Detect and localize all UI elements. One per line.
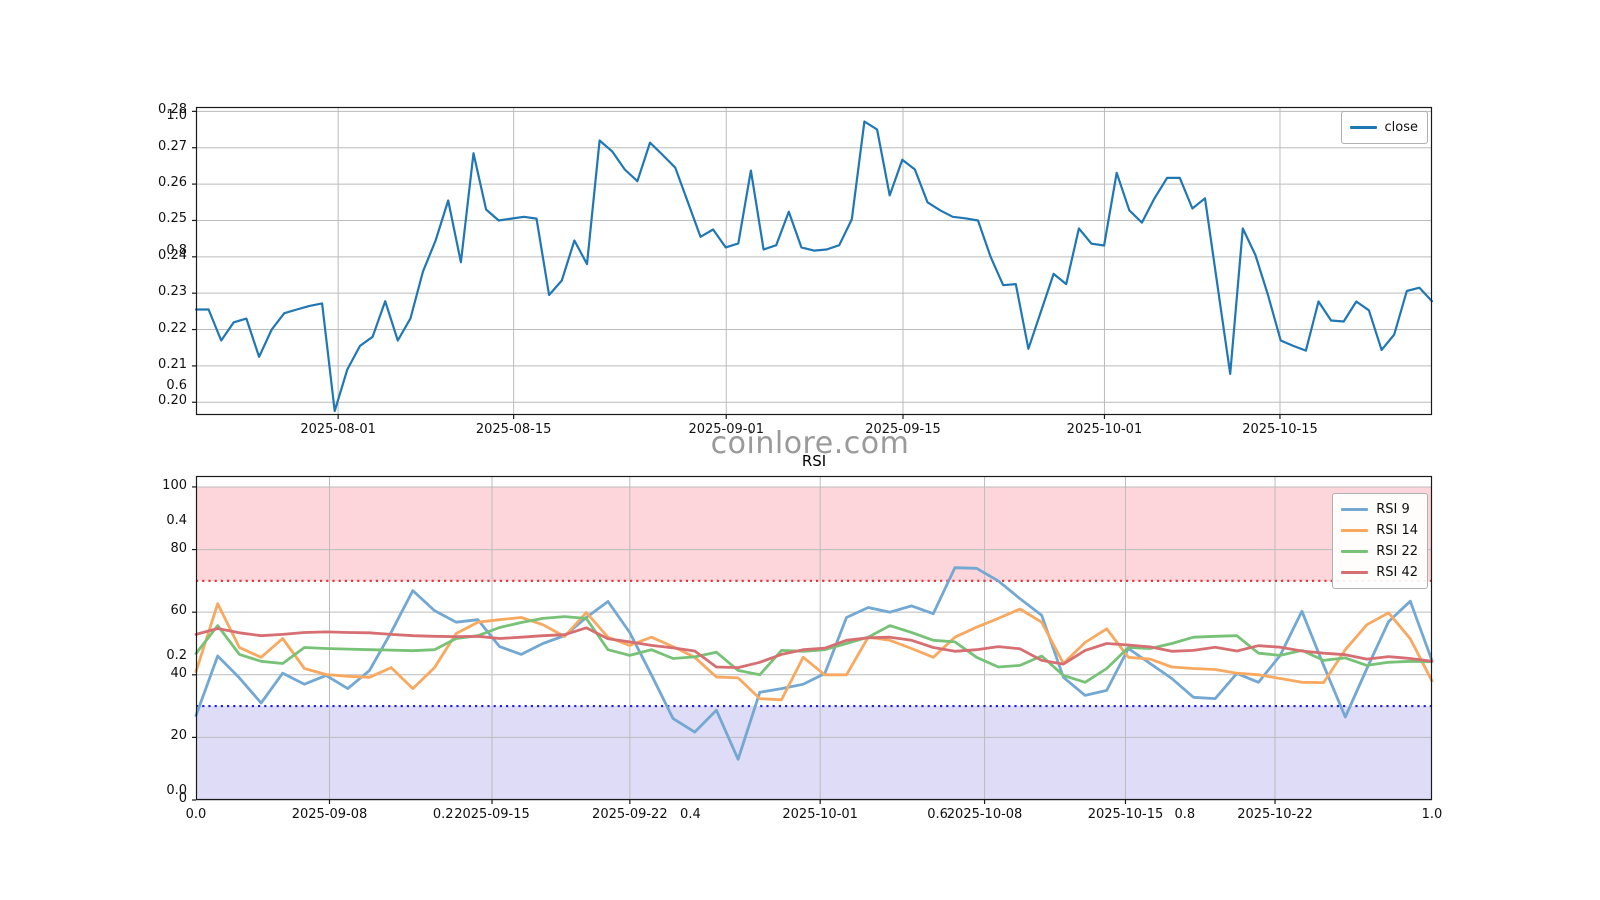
price-legend: close	[1340, 111, 1428, 144]
legend-label: close	[1384, 120, 1418, 135]
x-tick-label: 2025-08-15	[475, 422, 552, 437]
overlay-x-tick-label: 0.4	[680, 807, 701, 822]
x-tick-label: 2025-08-01	[300, 422, 376, 437]
y-tick-label: 40	[170, 665, 187, 681]
overlay-y-tick-label: 0.6	[166, 378, 187, 393]
x-tick-label: 2025-09-15	[454, 807, 530, 822]
x-tick-label: 2025-10-15	[1087, 807, 1164, 822]
band-overbought	[196, 486, 1432, 581]
rsi-14-line	[194, 602, 1434, 702]
axes-spine	[195, 475, 1433, 801]
legend-item-rsi-9: RSI 9	[1341, 499, 1418, 520]
overlay-y-tick-label: 0.4	[166, 513, 187, 528]
y-tick-label: 20	[170, 728, 187, 744]
rsi-42-line	[194, 626, 1434, 670]
y-tick-label: 100	[162, 477, 187, 493]
legend-item-rsi-22: RSI 22	[1341, 541, 1418, 562]
x-tick-label: 2025-10-15	[1242, 422, 1318, 437]
overlay-y-tick-label: 0.0	[166, 783, 187, 798]
rsi-9-line	[194, 566, 1434, 761]
y-tick-label: 0.24	[158, 247, 187, 263]
watermark: coinlore.com	[710, 426, 910, 461]
y-tick-label: 0.26	[158, 175, 187, 191]
overlay-y-tick-label: 0.2	[166, 648, 187, 663]
legend-label: RSI 9	[1376, 502, 1410, 517]
price-chart: close	[192, 106, 1434, 419]
legend-label: RSI 22	[1376, 544, 1418, 559]
overlay-x-tick-label: 1.0	[1421, 807, 1443, 822]
legend-label: RSI 14	[1376, 523, 1418, 538]
y-tick-label: 0.28	[158, 102, 187, 118]
y-tick-label: 0.22	[158, 320, 187, 336]
legend-item-rsi-42: RSI 42	[1341, 562, 1418, 583]
overlay-y-tick-label: 1.0	[166, 108, 187, 123]
rsi-legend: RSI 9 RSI 14 RSI 22 RSI 42	[1332, 493, 1428, 589]
x-tick-label: 2025-09-15	[865, 422, 941, 437]
y-tick-label: 0.27	[158, 138, 187, 154]
y-tick-label: 0	[178, 791, 187, 806]
y-tick-label: 60	[170, 603, 187, 619]
legend-line-sample	[1349, 126, 1377, 129]
legend-line-sample	[1341, 571, 1369, 574]
x-tick-label: 2025-10-01	[782, 807, 858, 822]
rsi-chart: RSI 9 RSI 14 RSI 22 RSI 42	[192, 475, 1434, 804]
legend-item-close: close	[1349, 117, 1418, 138]
close-line	[194, 120, 1434, 413]
x-tick-label: 2025-10-22	[1237, 807, 1313, 822]
y-tick-label: 0.25	[158, 211, 187, 227]
rsi-22-line	[194, 615, 1434, 684]
x-tick-label: 2025-09-22	[592, 807, 668, 822]
rsi-chart-canvas	[192, 475, 1434, 804]
overlay-x-tick-label: 0.6	[927, 807, 948, 822]
legend-item-rsi-14: RSI 14	[1341, 520, 1418, 541]
x-tick-label: 2025-10-08	[946, 807, 1023, 822]
legend-label: RSI 42	[1376, 565, 1418, 580]
overlay-y-tick-label: 0.8	[166, 243, 187, 258]
legend-line-sample	[1341, 508, 1369, 511]
legend-line-sample	[1341, 529, 1369, 532]
band-oversold	[196, 706, 1432, 800]
legend-line-sample	[1341, 550, 1369, 553]
y-tick-label: 0.21	[158, 356, 187, 372]
price-chart-canvas	[192, 106, 1434, 419]
x-tick-label: 2025-10-01	[1066, 422, 1143, 437]
x-tick-label: 2025-09-08	[291, 807, 368, 822]
overlay-x-tick-label: 0.2	[432, 807, 454, 822]
overlay-x-tick-label: 0.0	[185, 807, 207, 822]
y-tick-label: 80	[170, 540, 187, 556]
y-tick-label: 0.23	[158, 284, 187, 300]
rsi-title: RSI	[801, 452, 827, 470]
overlay-x-tick-label: 0.8	[1174, 807, 1196, 822]
x-tick-label: 2025-09-01	[688, 422, 765, 437]
axes-spine	[195, 106, 1433, 416]
y-tick-label: 0.20	[158, 393, 187, 409]
